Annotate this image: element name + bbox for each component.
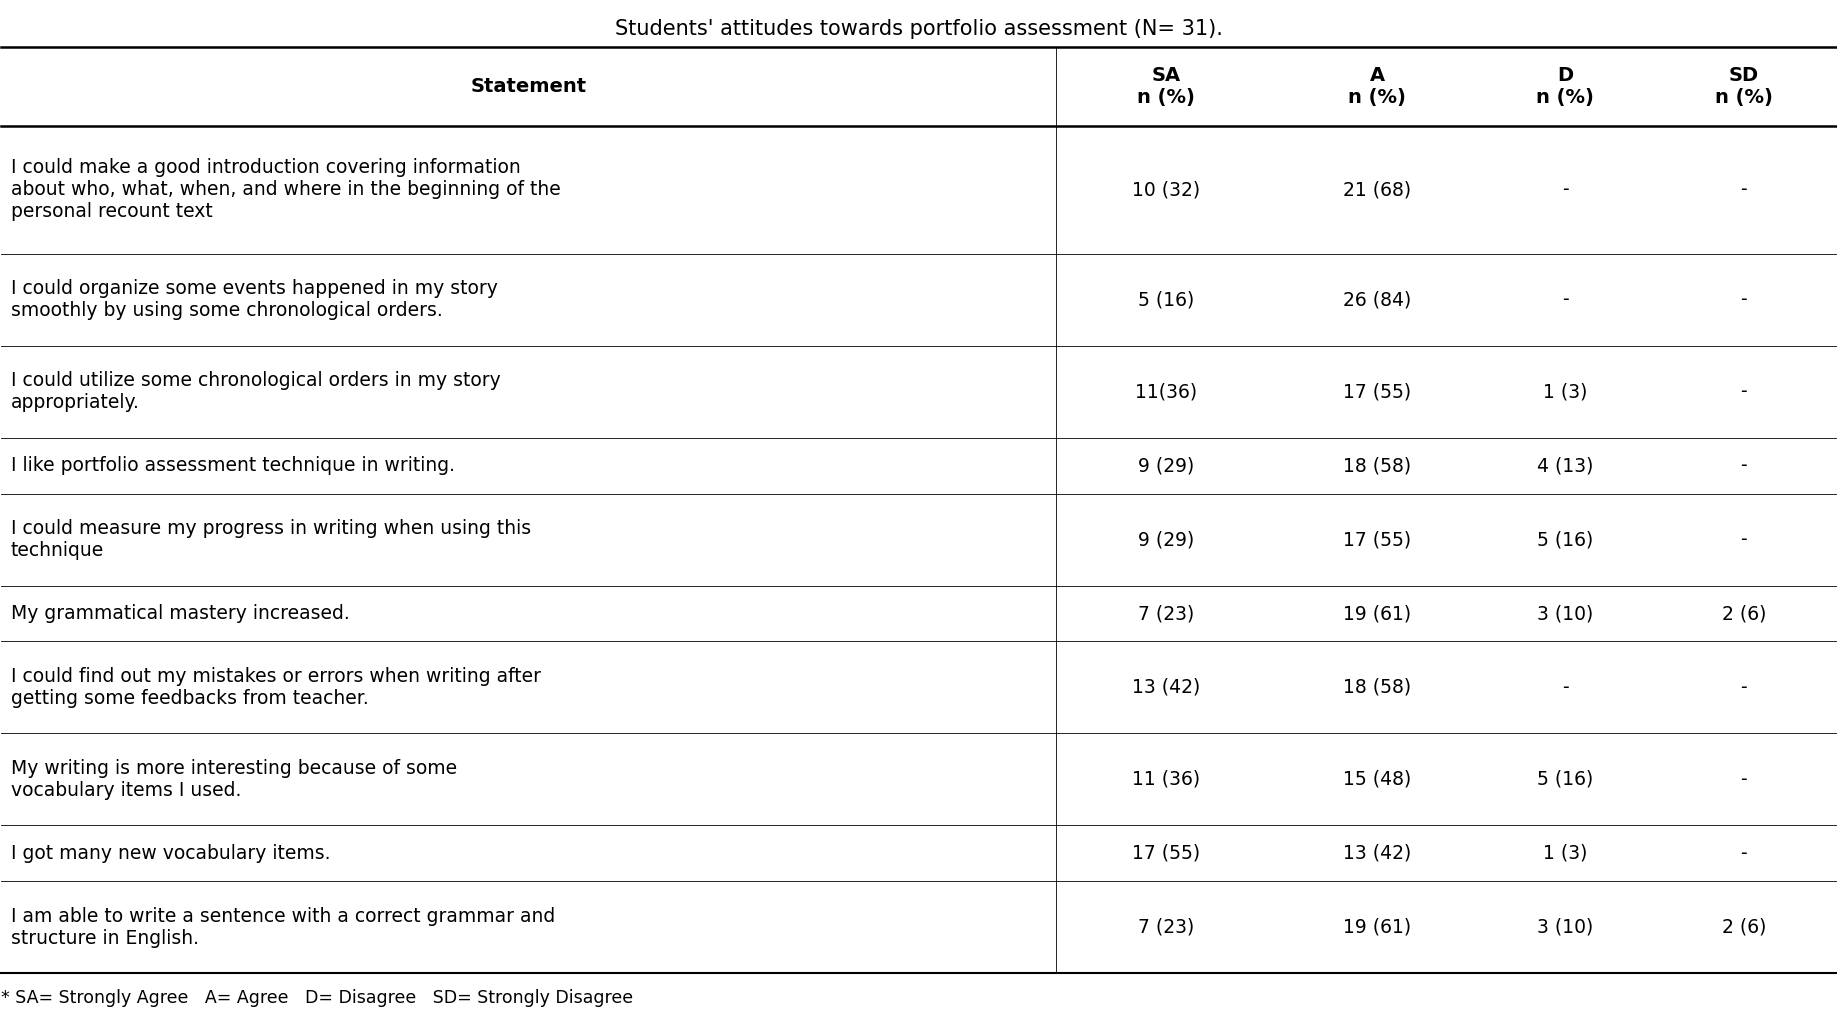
Text: 11(36): 11(36) bbox=[1135, 382, 1198, 401]
Text: -: - bbox=[1741, 180, 1747, 200]
Text: My writing is more interesting because of some
vocabulary items I used.: My writing is more interesting because o… bbox=[11, 759, 457, 800]
Text: I could find out my mistakes or errors when writing after
getting some feedbacks: I could find out my mistakes or errors w… bbox=[11, 667, 540, 708]
Text: 19 (61): 19 (61) bbox=[1343, 918, 1411, 937]
Text: I could utilize some chronological orders in my story
appropriately.: I could utilize some chronological order… bbox=[11, 371, 500, 412]
Text: I could make a good introduction covering information
about who, what, when, and: I could make a good introduction coverin… bbox=[11, 158, 560, 221]
Text: My grammatical mastery increased.: My grammatical mastery increased. bbox=[11, 604, 349, 623]
Text: I am able to write a sentence with a correct grammar and
structure in English.: I am able to write a sentence with a cor… bbox=[11, 907, 555, 948]
Text: 1 (3): 1 (3) bbox=[1543, 844, 1587, 863]
Text: 17 (55): 17 (55) bbox=[1343, 530, 1411, 549]
Text: 5 (16): 5 (16) bbox=[1538, 770, 1593, 789]
Text: 5 (16): 5 (16) bbox=[1538, 530, 1593, 549]
Text: -: - bbox=[1741, 382, 1747, 401]
Text: -: - bbox=[1561, 678, 1569, 697]
Text: I could organize some events happened in my story
smoothly by using some chronol: I could organize some events happened in… bbox=[11, 280, 498, 320]
Text: 7 (23): 7 (23) bbox=[1137, 918, 1194, 937]
Text: -: - bbox=[1741, 844, 1747, 863]
Text: 3 (10): 3 (10) bbox=[1538, 604, 1593, 623]
Text: 3 (10): 3 (10) bbox=[1538, 918, 1593, 937]
Text: -: - bbox=[1741, 678, 1747, 697]
Text: 11 (36): 11 (36) bbox=[1132, 770, 1200, 789]
Text: 17 (55): 17 (55) bbox=[1132, 844, 1200, 863]
Text: 5 (16): 5 (16) bbox=[1137, 290, 1194, 309]
Text: * SA= Strongly Agree   A= Agree   D= Disagree   SD= Strongly Disagree: * SA= Strongly Agree A= Agree D= Disagre… bbox=[2, 989, 634, 1007]
Text: 4 (13): 4 (13) bbox=[1538, 456, 1593, 475]
Text: 18 (58): 18 (58) bbox=[1343, 456, 1411, 475]
Text: 21 (68): 21 (68) bbox=[1343, 180, 1411, 200]
Text: -: - bbox=[1561, 290, 1569, 309]
Text: 18 (58): 18 (58) bbox=[1343, 678, 1411, 697]
Text: D
n (%): D n (%) bbox=[1536, 66, 1595, 106]
Text: 19 (61): 19 (61) bbox=[1343, 604, 1411, 623]
Text: A
n (%): A n (%) bbox=[1348, 66, 1405, 106]
Text: SA
n (%): SA n (%) bbox=[1137, 66, 1196, 106]
Text: I could measure my progress in writing when using this
technique: I could measure my progress in writing w… bbox=[11, 519, 531, 560]
Text: 9 (29): 9 (29) bbox=[1137, 530, 1194, 549]
Text: 2 (6): 2 (6) bbox=[1721, 918, 1765, 937]
Text: 1 (3): 1 (3) bbox=[1543, 382, 1587, 401]
Text: I like portfolio assessment technique in writing.: I like portfolio assessment technique in… bbox=[11, 456, 454, 475]
Text: I got many new vocabulary items.: I got many new vocabulary items. bbox=[11, 844, 331, 863]
Text: 26 (84): 26 (84) bbox=[1343, 290, 1411, 309]
Text: 15 (48): 15 (48) bbox=[1343, 770, 1411, 789]
Text: 13 (42): 13 (42) bbox=[1343, 844, 1411, 863]
Text: 7 (23): 7 (23) bbox=[1137, 604, 1194, 623]
Text: -: - bbox=[1561, 180, 1569, 200]
Text: -: - bbox=[1741, 290, 1747, 309]
Text: -: - bbox=[1741, 456, 1747, 475]
Text: -: - bbox=[1741, 530, 1747, 549]
Text: SD
n (%): SD n (%) bbox=[1716, 66, 1773, 106]
Text: 13 (42): 13 (42) bbox=[1132, 678, 1200, 697]
Text: 9 (29): 9 (29) bbox=[1137, 456, 1194, 475]
Text: Statement: Statement bbox=[470, 77, 586, 95]
Text: Students' attitudes towards portfolio assessment (N= 31).: Students' attitudes towards portfolio as… bbox=[615, 18, 1222, 38]
Text: 10 (32): 10 (32) bbox=[1132, 180, 1200, 200]
Text: -: - bbox=[1741, 770, 1747, 789]
Text: 17 (55): 17 (55) bbox=[1343, 382, 1411, 401]
Text: 2 (6): 2 (6) bbox=[1721, 604, 1765, 623]
